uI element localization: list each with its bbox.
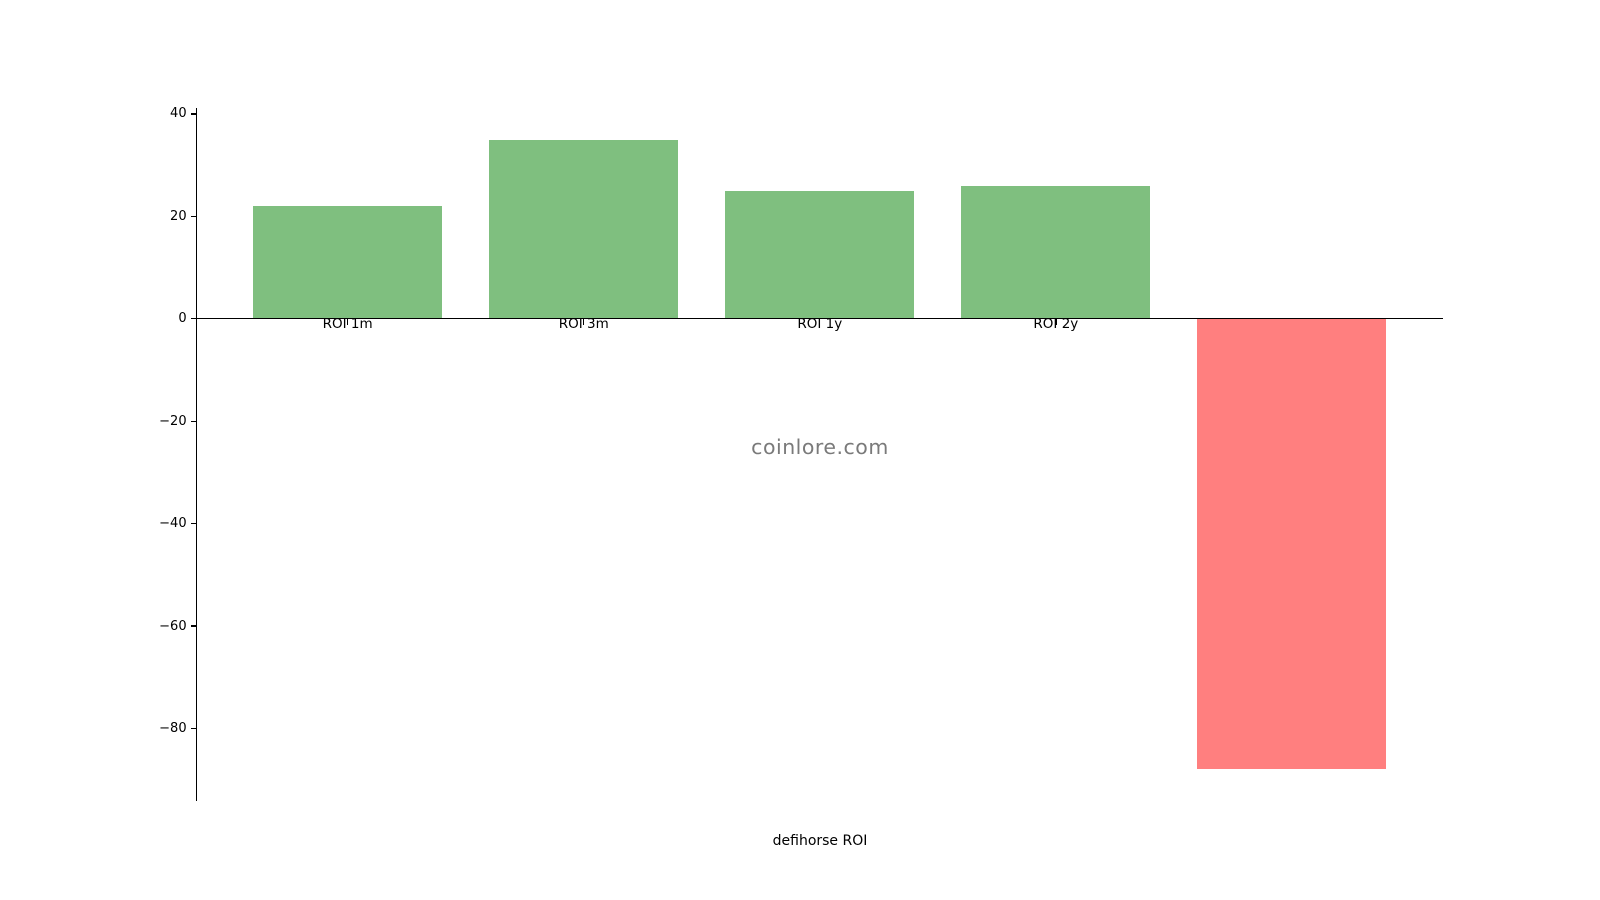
y-tick bbox=[190, 318, 197, 320]
y-tick bbox=[190, 625, 197, 627]
watermark-text: coinlore.com bbox=[751, 435, 889, 459]
y-tick-label: 0 bbox=[178, 311, 187, 327]
bar-roi-3m bbox=[489, 139, 679, 319]
y-axis-line bbox=[196, 108, 198, 801]
y-tick bbox=[190, 420, 197, 422]
y-tick-label: 40 bbox=[170, 106, 187, 122]
x-category-label: ROI 2y bbox=[1033, 316, 1079, 333]
y-tick bbox=[190, 113, 197, 115]
x-tick bbox=[347, 318, 349, 325]
y-tick bbox=[190, 215, 197, 217]
y-tick-label: −40 bbox=[159, 516, 187, 532]
y-tick-label: −20 bbox=[159, 413, 187, 429]
x-category-label: ROI 1m bbox=[322, 316, 373, 333]
y-tick bbox=[190, 727, 197, 730]
y-tick-label: −80 bbox=[159, 721, 187, 737]
y-tick bbox=[190, 522, 197, 525]
bar-roi-2y bbox=[961, 185, 1151, 319]
bar-roi-1y bbox=[725, 190, 915, 319]
y-tick-label: −60 bbox=[159, 618, 187, 634]
x-axis-title: defihorse ROI bbox=[772, 833, 868, 849]
x-tick bbox=[1055, 318, 1057, 325]
bar-unlabeled bbox=[1197, 318, 1387, 770]
bar-roi-1m bbox=[253, 206, 443, 319]
x-category-label: ROI 3m bbox=[558, 316, 609, 333]
x-category-label: ROI 1y bbox=[797, 316, 843, 333]
x-axis-line bbox=[196, 318, 1443, 320]
x-tick bbox=[819, 318, 821, 325]
x-tick bbox=[583, 318, 585, 325]
y-tick-label: 20 bbox=[170, 208, 187, 224]
